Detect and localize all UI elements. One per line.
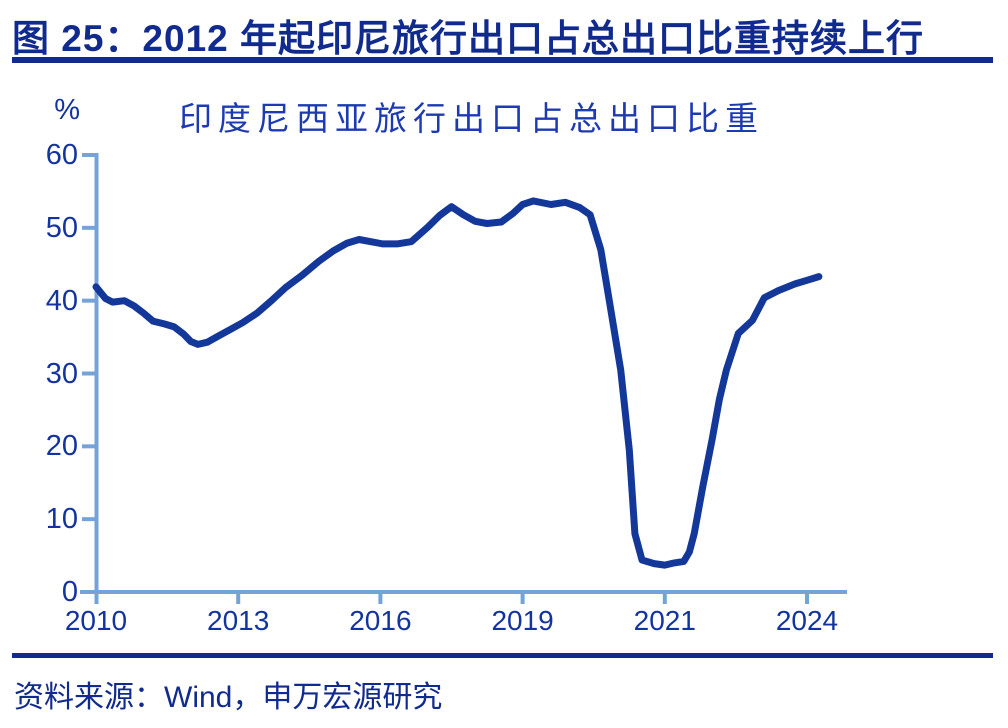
title-underline	[12, 57, 993, 63]
bottom-divider	[12, 653, 993, 658]
x-axis-tick-label: 2021	[633, 605, 696, 636]
y-axis-tick-label: 0	[61, 576, 78, 608]
x-axis-tick-label: 2019	[491, 605, 554, 636]
x-axis-tick-label: 2016	[349, 605, 412, 636]
y-axis-unit-label: %	[54, 94, 80, 126]
x-axis-tick-label: 2013	[207, 605, 270, 636]
y-axis-tick-label: 50	[45, 211, 78, 244]
data-line	[92, 197, 823, 569]
y-axis-tick-label: 10	[45, 503, 78, 536]
x-axis-tick-label: 2024	[775, 605, 839, 636]
y-axis-tick-label: 40	[45, 284, 78, 317]
chart-title: 印度尼西亚旅行出口占总出口比重	[179, 100, 764, 137]
y-axis-tick-label: 60	[45, 139, 78, 171]
source-text: 资料来源：Wind，申万宏源研究	[14, 681, 443, 714]
figure-title: 图 25：2012 年起印尼旅行出口占总出口比重持续上行	[12, 18, 925, 59]
y-axis-tick-label: 20	[45, 430, 78, 463]
x-axis-tick-label: 2010	[64, 605, 128, 636]
y-axis-tick-label: 30	[45, 357, 78, 390]
